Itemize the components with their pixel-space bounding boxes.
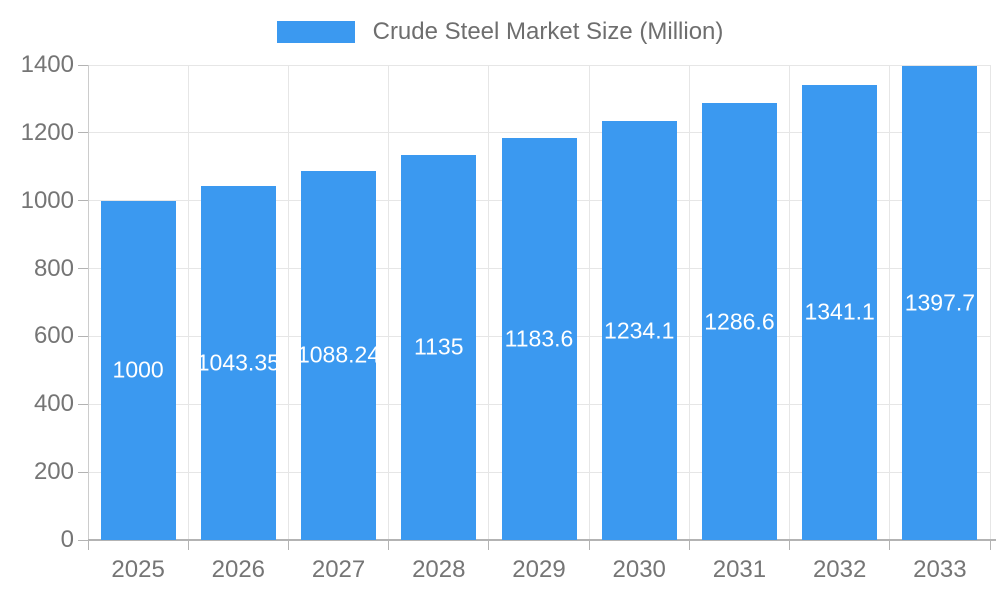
- y-axis-tick: [78, 471, 88, 473]
- y-axis-tick: [78, 268, 88, 270]
- y-axis-tick: [78, 200, 88, 202]
- bar-value-label: 1043.35: [200, 349, 276, 376]
- y-axis-tick-label: 200: [33, 458, 74, 486]
- x-axis-tick: [187, 541, 189, 550]
- vertical-gridline: [688, 65, 690, 540]
- x-axis-tick: [588, 541, 590, 550]
- y-axis-line: [88, 65, 89, 540]
- x-axis-tick: [688, 541, 690, 550]
- bar-value-label: 1397.7: [904, 289, 976, 316]
- x-axis-tick: [488, 541, 490, 550]
- x-axis-category-label: 2031: [712, 556, 767, 583]
- y-axis-tick-label: 600: [33, 322, 74, 350]
- x-axis-category-label: 2026: [211, 556, 266, 583]
- x-axis-category-label: 2025: [111, 556, 165, 583]
- bar-2032[interactable]: 1341.1: [802, 84, 878, 540]
- x-axis-category-label: 2030: [612, 556, 666, 583]
- bar-value-label: 1234.1: [604, 317, 675, 344]
- y-axis-tick-label: 0: [60, 526, 74, 553]
- bar-2029[interactable]: 1183.6: [501, 138, 577, 540]
- vertical-gridline: [388, 65, 390, 540]
- y-axis-tick: [78, 403, 88, 405]
- bar-2027[interactable]: 1088.24: [301, 170, 377, 540]
- vertical-gridline: [889, 65, 891, 540]
- vertical-gridline: [187, 65, 189, 540]
- x-axis-category-label: 2027: [311, 556, 366, 583]
- legend-label[interactable]: Crude Steel Market Size (Million): [372, 18, 724, 45]
- x-axis-category-label: 2033: [913, 556, 967, 583]
- vertical-gridline: [287, 65, 289, 540]
- bar-chart-plot-area: 0 200 400 600 800 1000 1200 1400 1000 2025 1043.35…: [21, 52, 996, 583]
- x-axis-tick: [889, 541, 891, 550]
- horizontal-gridline: [88, 132, 990, 134]
- y-axis-tick-label: 1200: [20, 118, 74, 146]
- y-axis-tick-label: 400: [33, 390, 74, 418]
- y-axis-tick-label: 1400: [20, 51, 74, 78]
- vertical-gridline: [789, 65, 791, 540]
- x-axis-line: [88, 539, 996, 541]
- bar-value-label: 1341.1: [804, 298, 875, 325]
- x-axis-tick: [388, 541, 390, 550]
- bar-value-label: 1088.24: [301, 341, 377, 368]
- x-axis-tick: [287, 541, 289, 550]
- bar-2031[interactable]: 1286.6: [701, 103, 777, 540]
- bar-value-label: 1000: [112, 356, 164, 383]
- bar-2026[interactable]: 1043.35: [200, 186, 276, 540]
- x-axis-category-label: 2032: [812, 556, 867, 583]
- x-axis-tick: [87, 541, 89, 550]
- bar-value-label: 1135: [414, 333, 464, 360]
- vertical-gridline: [488, 65, 490, 540]
- x-axis-tick: [789, 541, 791, 550]
- bar-value-label: 1183.6: [504, 325, 574, 352]
- x-axis-category-label: 2028: [412, 556, 466, 583]
- y-axis-tick: [78, 539, 88, 541]
- bar-2033[interactable]: 1397.7: [902, 65, 978, 540]
- y-axis-tick-label: 1000: [20, 186, 74, 214]
- vertical-gridline: [989, 65, 991, 540]
- bar-2030[interactable]: 1234.1: [601, 121, 677, 540]
- horizontal-gridline: [88, 64, 990, 66]
- legend[interactable]: Crude Steel Market Size (Million): [0, 18, 1000, 46]
- y-axis-tick-label: 800: [33, 254, 74, 282]
- vertical-gridline: [588, 65, 590, 540]
- bar-2028[interactable]: 1135: [401, 154, 477, 540]
- bar-2025[interactable]: 1000: [100, 200, 176, 540]
- legend-swatch[interactable]: [276, 21, 355, 43]
- y-axis-tick: [78, 335, 88, 337]
- bar-value-label: 1286.6: [704, 308, 775, 335]
- y-axis-tick: [78, 64, 88, 66]
- y-axis-tick: [78, 132, 88, 134]
- x-axis-tick: [989, 541, 991, 550]
- x-axis-category-label: 2029: [512, 556, 566, 583]
